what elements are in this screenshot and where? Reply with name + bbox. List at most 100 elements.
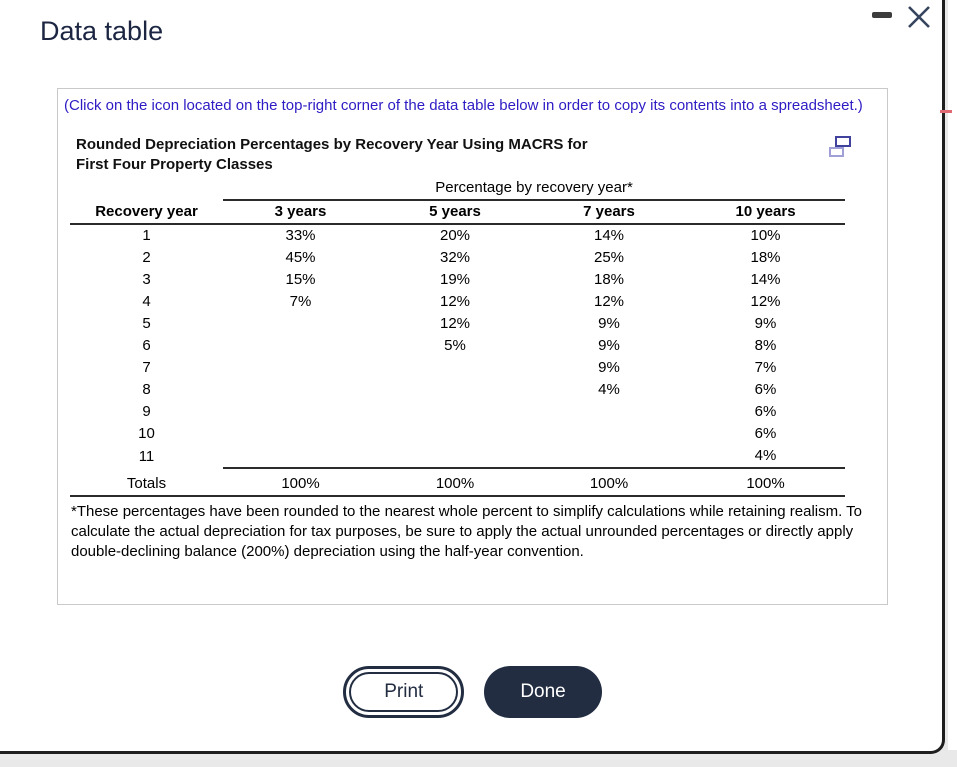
table-cell: 5%: [444, 337, 466, 354]
column-header: 10 years: [686, 200, 846, 225]
column-header: Recovery year: [70, 200, 223, 225]
table-cell: 4%: [598, 381, 620, 398]
table-cell: 9%: [598, 315, 620, 332]
print-button-label: Print: [349, 672, 459, 712]
print-button[interactable]: Print: [343, 666, 465, 718]
table-cell: 9%: [754, 315, 777, 332]
table-row: 11 4%: [70, 445, 845, 468]
copy-icon-front-rect: [835, 136, 851, 147]
table-cell: [223, 379, 378, 401]
table-cell: 8: [142, 381, 151, 398]
table-cell: [378, 357, 532, 379]
data-table-panel: (Click on the icon located on the top-ri…: [57, 88, 888, 605]
table-cell: [532, 423, 686, 445]
table-cell: 3: [142, 271, 151, 288]
totals-cell: 100%: [686, 467, 846, 497]
close-icon[interactable]: [905, 3, 933, 31]
table-row: 6 5% 9% 8%: [70, 335, 845, 357]
table-row: 10 6%: [70, 423, 845, 445]
page-background-strip: [948, 0, 957, 750]
table-cell: [378, 379, 532, 401]
table-row: 9 6%: [70, 401, 845, 423]
table-cell: 6%: [754, 425, 777, 442]
table-row: 7 9% 7%: [70, 357, 845, 379]
spanner-row: Percentage by recovery year*: [70, 177, 846, 201]
table-cell: 18%: [750, 249, 781, 266]
table-container: Rounded Depreciation Percentages by Reco…: [70, 135, 863, 497]
table-cell: 1: [142, 227, 151, 244]
table-cell: 20%: [439, 227, 471, 244]
table-cell: [532, 445, 686, 468]
table-cell: 11: [138, 447, 155, 465]
table-cell: 14%: [750, 271, 781, 288]
table-cell: 5: [142, 315, 151, 332]
spanner-header: Percentage by recovery year*: [223, 177, 846, 201]
column-header: 3 years: [223, 200, 378, 225]
table-cell: [223, 335, 378, 357]
table-cell: 10: [138, 425, 155, 442]
table-cell: 7%: [289, 293, 312, 310]
table-cell: [223, 313, 378, 335]
table-cell: 6%: [754, 403, 777, 420]
table-cell: 7: [142, 359, 151, 376]
table-row: 5 12% 9% 9%: [70, 313, 845, 335]
table-cell: [223, 357, 378, 379]
macrs-depreciation-table: Percentage by recovery year* Recovery ye…: [70, 177, 846, 497]
totals-label: Totals: [70, 468, 223, 497]
table-cell: 6%: [754, 381, 777, 398]
table-cell: 25%: [593, 249, 625, 266]
minimize-icon[interactable]: [872, 12, 892, 18]
table-cell: [223, 445, 378, 468]
table-cell: [223, 423, 378, 445]
table-cell: [378, 401, 532, 423]
totals-row: Totals 100% 100% 100% 100%: [70, 467, 846, 497]
table-cell: 45%: [285, 249, 316, 266]
done-button[interactable]: Done: [484, 666, 602, 718]
copy-to-spreadsheet-icon[interactable]: [829, 135, 853, 157]
table-title-line1: Rounded Depreciation Percentages by Reco…: [76, 136, 588, 153]
header-row: Recovery year 3 years 5 years 7 years 10…: [70, 200, 846, 225]
table-cell: 9: [142, 403, 151, 420]
table-cell: [532, 401, 686, 423]
table-cell: 8%: [754, 337, 777, 354]
table-cell: [378, 445, 532, 468]
table-cell: 33%: [285, 227, 316, 244]
copy-instruction-text: (Click on the icon located on the top-ri…: [64, 97, 863, 114]
table-cell: 10%: [750, 227, 781, 244]
totals-cell: 100%: [223, 467, 378, 497]
table-cell: 12%: [593, 293, 625, 310]
totals-cell: 100%: [532, 467, 686, 497]
table-cell: 12%: [439, 293, 471, 310]
table-cell: 4%: [754, 447, 777, 464]
red-marker: [940, 110, 952, 113]
table-cell: 15%: [285, 271, 316, 288]
table-footnote: *These percentages have been rounded to …: [71, 503, 863, 560]
table-cell: 12%: [750, 293, 781, 310]
table-cell: [378, 423, 532, 445]
totals-cell: 100%: [378, 467, 532, 497]
dialog-title: Data table: [40, 16, 164, 46]
table-cell: 9%: [598, 359, 620, 376]
data-table-dialog: Data table (Click on the icon located on…: [0, 0, 945, 754]
copy-icon-back-rect: [829, 147, 844, 157]
table-row: 2 45% 32% 25% 18%: [70, 247, 845, 269]
table-cell: 14%: [593, 227, 625, 244]
table-cell: 19%: [439, 271, 471, 288]
table-cell: 2: [142, 249, 151, 266]
table-cell: 9%: [598, 337, 620, 354]
action-buttons: Print Done: [0, 666, 945, 718]
table-title-line2: First Four Property Classes: [76, 156, 273, 173]
spanner-spacer: [70, 177, 223, 200]
table-row: 8 4% 6%: [70, 379, 845, 401]
table-cell: 6: [142, 337, 151, 354]
table-cell: 12%: [439, 315, 471, 332]
table-cell: [223, 401, 378, 423]
table-row: 1 33% 20% 14% 10%: [70, 224, 845, 247]
table-title: Rounded Depreciation Percentages by Reco…: [76, 135, 863, 175]
table-cell: 4: [142, 293, 151, 310]
table-cell: 32%: [439, 249, 471, 266]
column-header: 5 years: [378, 200, 532, 225]
table-row: 3 15% 19% 18% 14%: [70, 269, 845, 291]
column-header: 7 years: [532, 200, 686, 225]
table-row: 4 7% 12% 12% 12%: [70, 291, 845, 313]
